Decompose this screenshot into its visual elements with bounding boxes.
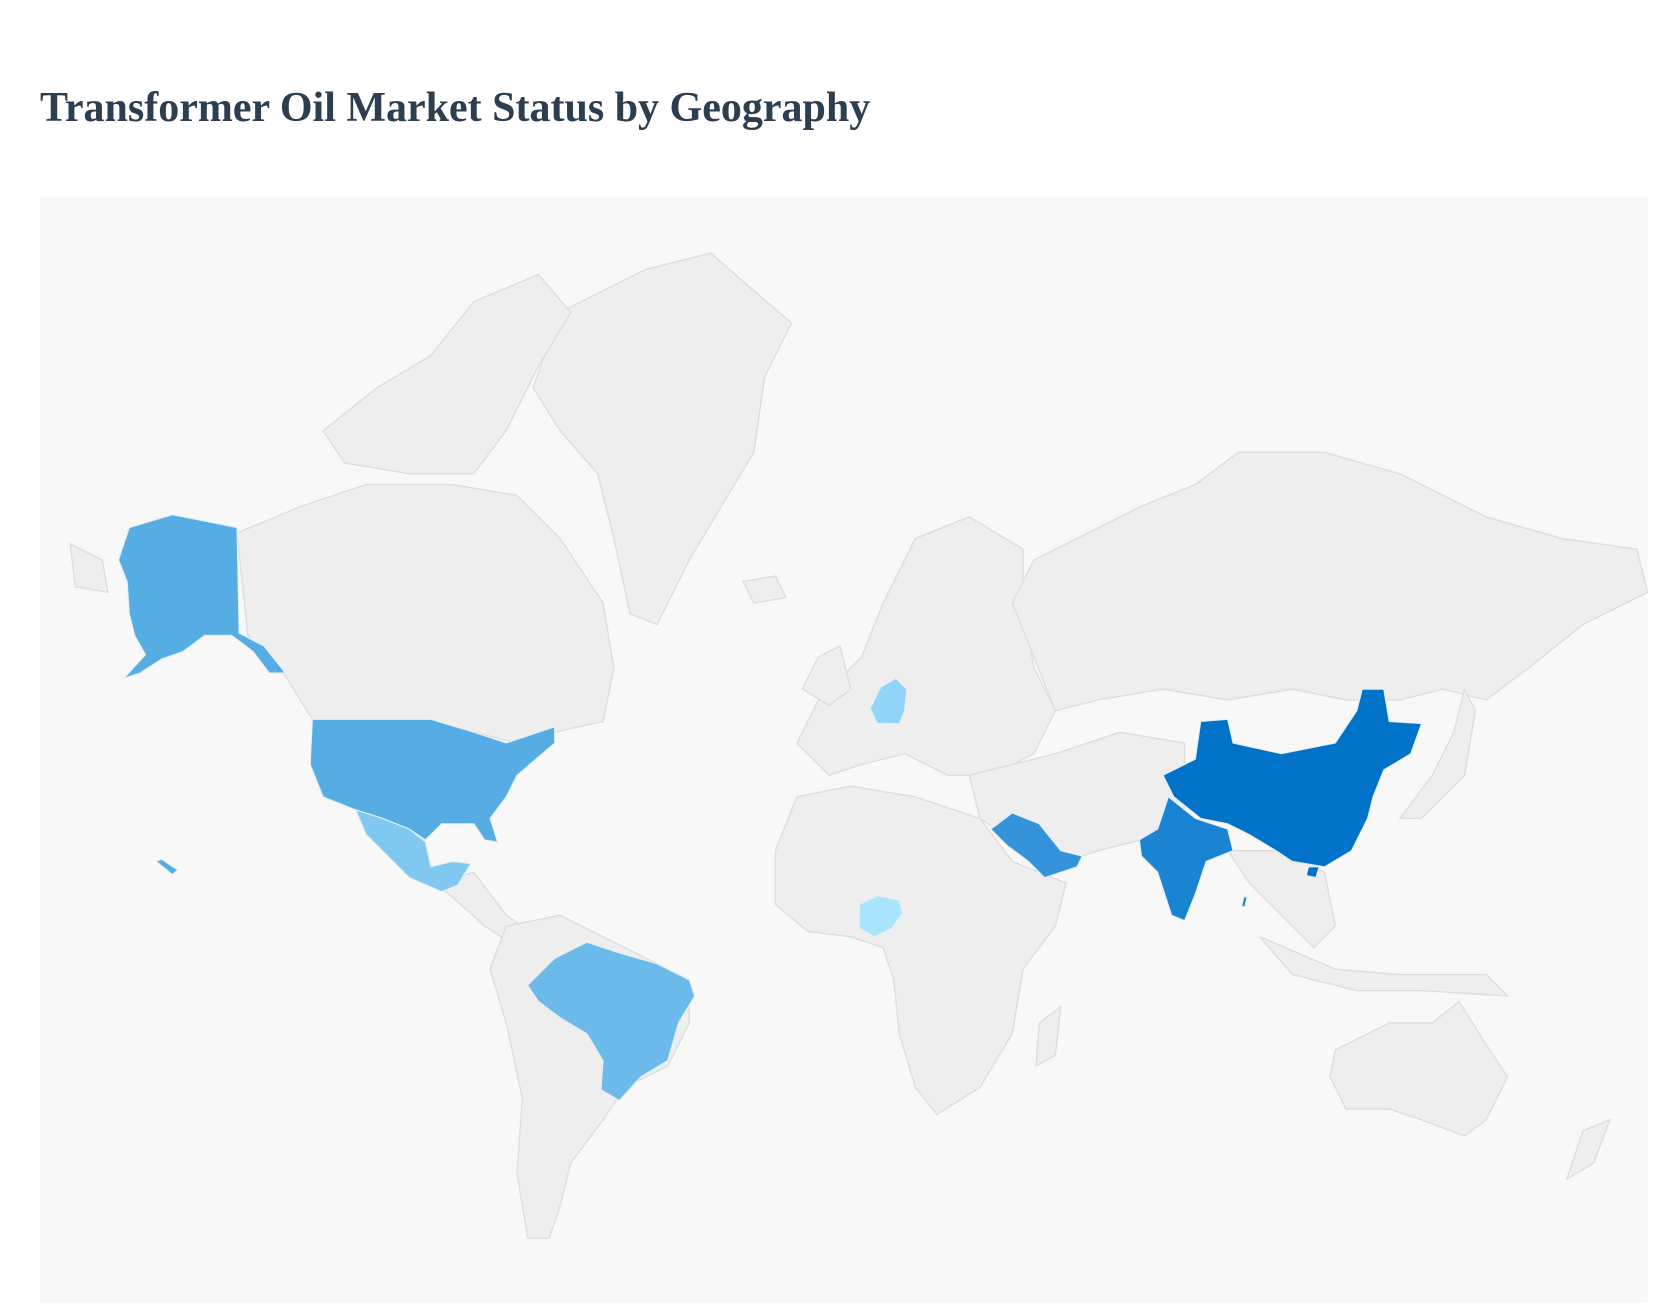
base-land — [69, 252, 1649, 1239]
land-indonesia — [1259, 936, 1510, 997]
region-china[interactable] — [1162, 688, 1423, 868]
land-canada — [236, 483, 615, 744]
region-brazil[interactable] — [527, 941, 696, 1102]
land-madagascar — [1035, 1005, 1062, 1068]
land-chukotka — [69, 542, 109, 594]
land-russia — [1011, 451, 1649, 712]
land-greenland — [532, 252, 793, 626]
land-africa — [774, 785, 1067, 1116]
region-india[interactable] — [1138, 795, 1234, 922]
region-nigeria[interactable] — [858, 895, 904, 938]
land-europe — [796, 516, 1057, 777]
region-india[interactable] — [1240, 896, 1248, 908]
highlighted-regions — [117, 514, 1423, 1102]
region-united-states[interactable] — [155, 858, 179, 876]
region-china[interactable] — [1305, 866, 1320, 879]
land-japan — [1398, 687, 1476, 820]
region-united-states[interactable] — [117, 514, 287, 680]
land-australia — [1329, 1000, 1509, 1137]
land-arctic-islands — [322, 273, 572, 475]
land-new-zealand — [1565, 1118, 1612, 1181]
region-germany[interactable] — [869, 677, 908, 725]
page-title: Transformer Oil Market Status by Geograp… — [40, 85, 871, 131]
region-mexico[interactable] — [354, 808, 472, 893]
land-iceland — [742, 575, 788, 604]
land-uk — [801, 645, 852, 707]
region-saudi-arabia[interactable] — [989, 812, 1084, 879]
